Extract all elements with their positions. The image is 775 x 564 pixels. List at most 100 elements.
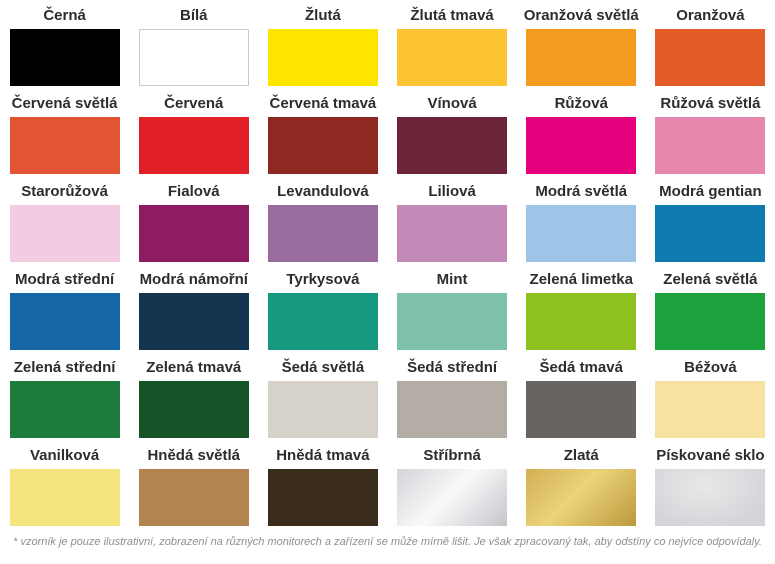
swatch-label: Zelená limetka: [529, 271, 633, 288]
swatch-label: Liliová: [428, 183, 476, 200]
swatch-color: [267, 117, 378, 174]
swatch-item: Zelená střední: [0, 352, 129, 440]
swatch-item: Tyrkysová: [258, 264, 387, 352]
swatch-label: Oranžová: [676, 7, 745, 24]
swatch-item: Levandulová: [258, 176, 387, 264]
swatch-label: Vínová: [427, 95, 477, 112]
swatch-item: Liliová: [388, 176, 517, 264]
swatch-label: Béžová: [684, 359, 737, 376]
swatch-label: Tyrkysová: [286, 271, 360, 288]
swatch-label: Stříbrná: [423, 447, 481, 464]
swatch-color: [138, 205, 249, 262]
swatch-item: Žlutá tmavá: [388, 0, 517, 88]
swatch-item: Stříbrná: [388, 440, 517, 528]
swatch-color: [655, 117, 766, 174]
swatch-label: Starorůžová: [21, 183, 108, 200]
swatch-item: Šedá tmavá: [517, 352, 646, 440]
swatch-label: Oranžová světlá: [523, 7, 639, 24]
swatch-item: Červená: [129, 88, 258, 176]
swatch-label: Modrá námořní: [139, 271, 248, 288]
swatch-item: Fialová: [129, 176, 258, 264]
swatch-color: [526, 205, 637, 262]
swatch-item: Mint: [388, 264, 517, 352]
swatch-color: [267, 205, 378, 262]
swatch-color: [655, 381, 766, 438]
swatch-label: Červená světlá: [11, 95, 118, 112]
swatch-item: Šedá světlá: [258, 352, 387, 440]
swatch-label: Hnědá světlá: [147, 447, 241, 464]
swatch-label: Šedá světlá: [281, 359, 365, 376]
swatch-color: [267, 293, 378, 350]
swatch-label: Zelená tmavá: [146, 359, 242, 376]
swatch-color: [9, 469, 120, 526]
swatch-label: Šedá střední: [407, 359, 498, 376]
swatch-label: Růžová: [554, 95, 608, 112]
swatch-label: Modrá světlá: [535, 183, 628, 200]
swatch-label: Zlatá: [563, 447, 599, 464]
swatch-color: [397, 293, 508, 350]
swatch-item: Modrá střední: [0, 264, 129, 352]
swatch-item: Zlatá: [517, 440, 646, 528]
swatch-color: [267, 381, 378, 438]
swatch-item: Vanilková: [0, 440, 129, 528]
swatch-item: Modrá gentian: [646, 176, 775, 264]
swatch-color: [397, 381, 508, 438]
swatch-item: Bílá: [129, 0, 258, 88]
swatch-item: Růžová světlá: [646, 88, 775, 176]
swatch-label: Růžová světlá: [660, 95, 761, 112]
swatch-item: Oranžová: [646, 0, 775, 88]
swatch-color: [138, 293, 249, 350]
swatch-color: [138, 381, 249, 438]
swatch-color: [9, 29, 120, 86]
swatch-item: Vínová: [388, 88, 517, 176]
swatch-item: Modrá světlá: [517, 176, 646, 264]
swatch-color: [138, 117, 249, 174]
swatch-label: Modrá střední: [14, 271, 115, 288]
swatch-color: [526, 469, 637, 526]
swatch-color: [9, 205, 120, 262]
swatch-label: Pískované sklo: [656, 447, 765, 464]
footnote: * vzorník je pouze ilustrativní, zobraze…: [13, 536, 762, 548]
swatch-color: [655, 469, 766, 526]
swatch-color: [397, 205, 508, 262]
swatch-item: Modrá námořní: [129, 264, 258, 352]
swatch-label: Vanilková: [29, 447, 100, 464]
swatch-color: [397, 469, 508, 526]
swatch-label: Zelená světlá: [663, 271, 758, 288]
swatch-color: [655, 205, 766, 262]
swatch-label: Červená: [164, 95, 224, 112]
swatch-color: [138, 29, 249, 86]
swatch-item: Zelená tmavá: [129, 352, 258, 440]
swatch-color: [397, 117, 508, 174]
swatch-item: Béžová: [646, 352, 775, 440]
swatch-color: [138, 469, 249, 526]
swatch-item: Hnědá světlá: [129, 440, 258, 528]
swatch-color: [9, 293, 120, 350]
swatch-label: Bílá: [179, 7, 208, 24]
swatch-color: [526, 29, 637, 86]
swatch-item: Růžová: [517, 88, 646, 176]
swatch-grid: Černá Bílá Žlutá Žlutá tmavá Oranžová sv…: [0, 0, 775, 528]
swatch-label: Hnědá tmavá: [276, 447, 370, 464]
swatch-item: Žlutá: [258, 0, 387, 88]
swatch-item: Pískované sklo: [646, 440, 775, 528]
swatch-color: [9, 117, 120, 174]
swatch-color: [397, 29, 508, 86]
swatch-color: [9, 381, 120, 438]
swatch-item: Oranžová světlá: [517, 0, 646, 88]
swatch-item: Zelená světlá: [646, 264, 775, 352]
swatch-color: [267, 469, 378, 526]
swatch-item: Černá: [0, 0, 129, 88]
swatch-color: [526, 293, 637, 350]
swatch-color: [655, 293, 766, 350]
swatch-label: Černá: [43, 7, 86, 24]
swatch-label: Mint: [436, 271, 468, 288]
swatch-item: Červená tmavá: [258, 88, 387, 176]
swatch-label: Zelená střední: [13, 359, 116, 376]
swatch-label: Šedá tmavá: [539, 359, 623, 376]
swatch-item: Starorůžová: [0, 176, 129, 264]
swatch-label: Fialová: [167, 183, 220, 200]
swatch-item: Šedá střední: [388, 352, 517, 440]
swatch-label: Modrá gentian: [659, 183, 762, 200]
